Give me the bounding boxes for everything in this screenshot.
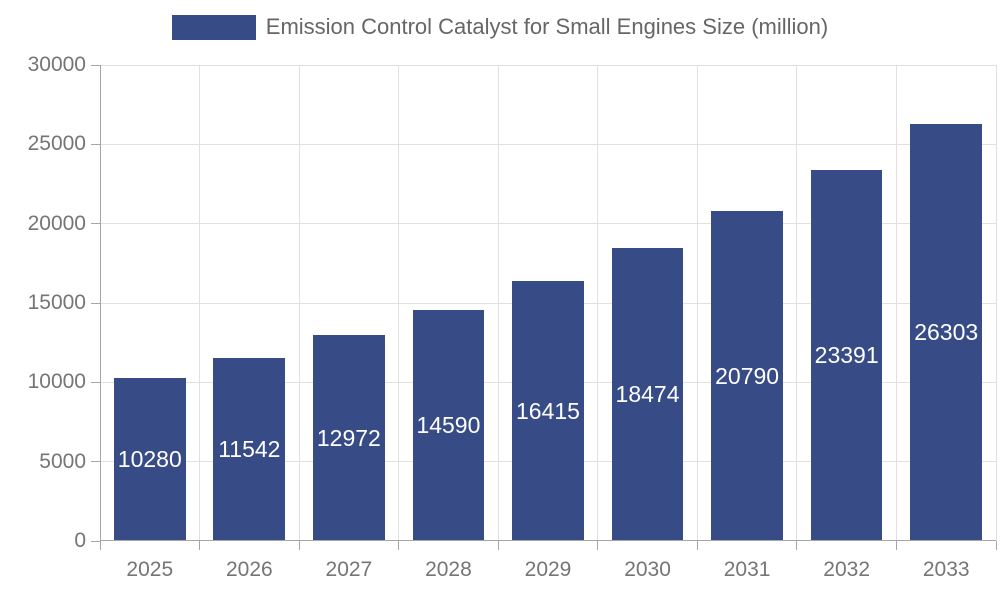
x-axis-tick (995, 541, 997, 550)
x-axis-tick (199, 541, 201, 550)
y-axis-label: 25000 (27, 132, 86, 156)
x-axis-tick (796, 541, 798, 550)
bar (810, 169, 883, 541)
bar (711, 211, 783, 541)
h-gridline (100, 223, 996, 225)
y-axis-tick (91, 143, 100, 145)
x-axis-label: 2030 (624, 558, 671, 581)
y-axis-tick (91, 540, 100, 542)
x-axis-label: 2031 (723, 558, 771, 581)
h-gridline (100, 143, 996, 145)
x-axis-tick (696, 541, 698, 550)
bar (213, 357, 286, 541)
bar (113, 377, 186, 541)
x-axis-tick (99, 541, 101, 550)
y-axis-label: 30000 (27, 53, 86, 76)
y-axis-tick (91, 223, 100, 225)
y-axis-label: 15000 (27, 291, 86, 314)
x-axis-tick (398, 541, 400, 550)
bar-value-label: 23391 (814, 342, 879, 369)
x-axis-labels: 2025 2026 2027 2028 2029 2030 2031 2032 2033 (100, 558, 996, 586)
x-axis-tick (895, 541, 897, 550)
v-gridline (895, 65, 897, 541)
y-axis-line (100, 65, 101, 541)
y-axis-label: 0 (74, 529, 86, 552)
bar (910, 123, 983, 541)
v-gridline (597, 65, 599, 541)
bar-value-label: 12972 (316, 425, 381, 452)
y-axis-label: 5000 (39, 449, 86, 473)
x-axis-tick (497, 541, 499, 550)
x-axis-label: 2028 (425, 558, 472, 581)
y-axis-tick (91, 381, 100, 383)
bar-value-label: 11542 (218, 436, 281, 463)
bar-value-label: 14590 (416, 412, 481, 439)
y-axis-label: 10000 (27, 370, 86, 394)
y-axis-tick (91, 64, 100, 66)
bar-value-label: 10280 (117, 446, 182, 473)
y-axis-tick (91, 302, 100, 304)
v-gridline (995, 65, 997, 541)
bar (412, 309, 485, 541)
x-axis-label: 2025 (126, 558, 174, 581)
bar (512, 280, 584, 541)
x-axis-label: 2032 (823, 558, 871, 581)
bar-value-label: 20790 (715, 363, 780, 390)
v-gridline (497, 65, 499, 541)
v-gridline (298, 65, 300, 541)
x-axis-label: 2027 (325, 558, 373, 581)
v-gridline (696, 65, 698, 541)
bar (313, 335, 385, 541)
x-axis-label: 2029 (524, 558, 572, 581)
legend-item[interactable]: Emission Control Catalyst for Small Engi… (0, 14, 1000, 40)
v-gridline (199, 65, 201, 541)
v-gridline (398, 65, 400, 541)
legend-label: Emission Control Catalyst for Small Engi… (265, 14, 829, 39)
bar (611, 247, 684, 541)
x-axis-label: 2033 (922, 558, 970, 581)
plot-area: 10280 11542 12972 14590 16415 18474 20790 23391… (91, 64, 997, 550)
bar-value-label: 16415 (516, 397, 580, 424)
y-axis-labels: 0 5000 10000 15000 20000 25000 30000 (0, 53, 86, 552)
bar-value-label: 18474 (615, 381, 680, 408)
x-axis-tick (298, 541, 300, 550)
h-gridline (100, 64, 996, 66)
legend-swatch-icon (171, 14, 256, 40)
y-axis-tick (91, 461, 100, 463)
bar-value-label: 26303 (914, 319, 979, 346)
x-axis-line (100, 540, 996, 541)
x-axis-tick (597, 541, 599, 550)
v-gridline (796, 65, 798, 541)
x-axis-label: 2026 (225, 558, 273, 581)
y-axis-label: 20000 (27, 211, 86, 235)
